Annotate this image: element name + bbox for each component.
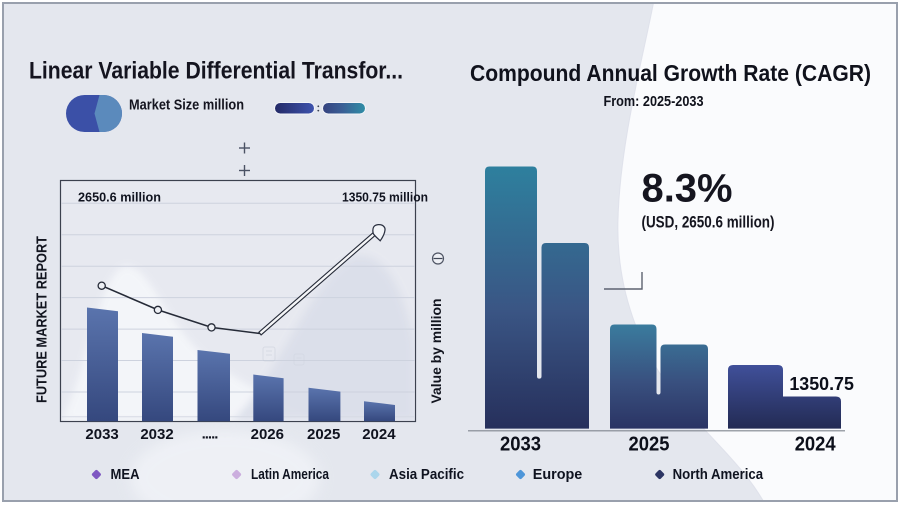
- svg-text:2025: 2025: [629, 434, 670, 456]
- svg-text:Latin America: Latin America: [251, 466, 330, 483]
- svg-text:.....: .....: [202, 426, 219, 443]
- svg-text:2033: 2033: [500, 434, 541, 456]
- svg-text:8.3%: 8.3%: [642, 166, 733, 210]
- svg-text:MEA: MEA: [111, 466, 140, 483]
- svg-text:2033: 2033: [85, 426, 118, 443]
- svg-text:2026: 2026: [251, 426, 284, 443]
- svg-text:Value by million: Value by million: [428, 299, 444, 404]
- svg-text:1350.75: 1350.75: [789, 374, 854, 394]
- svg-text:2024: 2024: [795, 434, 837, 456]
- svg-text:2024: 2024: [362, 426, 396, 443]
- svg-text:From: 2025-2033: From: 2025-2033: [604, 93, 704, 110]
- svg-text:1350.75 million: 1350.75 million: [342, 190, 428, 204]
- svg-text:2032: 2032: [140, 426, 173, 443]
- svg-text:(USD, 2650.6 million): (USD, 2650.6 million): [642, 213, 775, 232]
- svg-text:2025: 2025: [307, 426, 340, 443]
- svg-text:Linear Variable Differential T: Linear Variable Differential Transfor...: [29, 58, 403, 85]
- svg-text:2650.6 million: 2650.6 million: [78, 190, 161, 204]
- svg-text:Compound Annual Growth Rate (C: Compound Annual Growth Rate (CAGR): [470, 60, 871, 86]
- svg-text:FUTURE MARKET REPORT: FUTURE MARKET REPORT: [34, 236, 51, 403]
- svg-text:North America: North America: [673, 466, 764, 483]
- svg-text:Europe: Europe: [533, 466, 583, 483]
- svg-text:Asia Pacific: Asia Pacific: [389, 466, 464, 483]
- svg-text:Market Size million: Market Size million: [129, 96, 244, 113]
